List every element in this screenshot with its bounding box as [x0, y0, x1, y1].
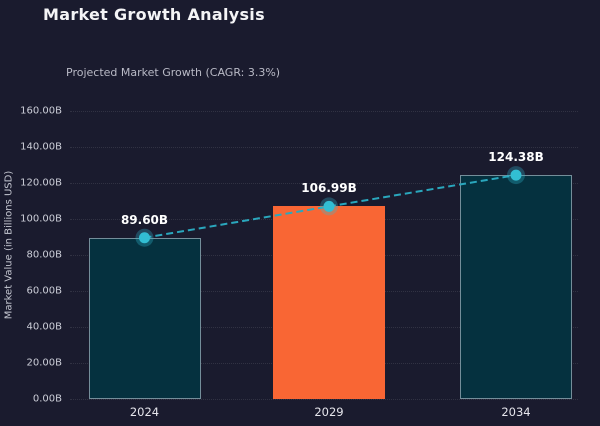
- chart-title: Market Growth Analysis: [43, 5, 265, 24]
- y-tick-label: 140.00B: [20, 141, 62, 153]
- x-tick-label: 2029: [314, 405, 344, 419]
- y-axis-title: Market Value (in Billions USD): [3, 170, 15, 320]
- y-tick-label: 20.00B: [26, 357, 63, 369]
- value-label-2029: 106.99B: [301, 181, 357, 196]
- x-tick-label: 2024: [129, 405, 160, 419]
- y-tick-label: 100.00B: [20, 213, 62, 225]
- x-tick-label: 2034: [501, 405, 531, 419]
- gridline: [70, 147, 578, 148]
- value-label-2024: 89.60B: [120, 212, 169, 227]
- y-tick-label: 40.00B: [26, 321, 63, 333]
- y-tick-label: 60.00B: [26, 285, 63, 297]
- gridline: [70, 111, 578, 112]
- chart-subtitle: Projected Market Growth (CAGR: 3.3%): [66, 66, 281, 79]
- bar-2034: [460, 175, 572, 399]
- y-tick-label: 120.00B: [20, 177, 62, 189]
- bar-2024: [88, 237, 201, 399]
- bar-2029: [273, 206, 385, 399]
- y-tick-label: 0.00B: [32, 393, 62, 405]
- y-tick-label: 80.00B: [26, 249, 63, 261]
- y-tick-label: 160.00B: [20, 105, 62, 117]
- value-label-2034: 124.38B: [488, 150, 544, 165]
- gridline: [70, 399, 578, 400]
